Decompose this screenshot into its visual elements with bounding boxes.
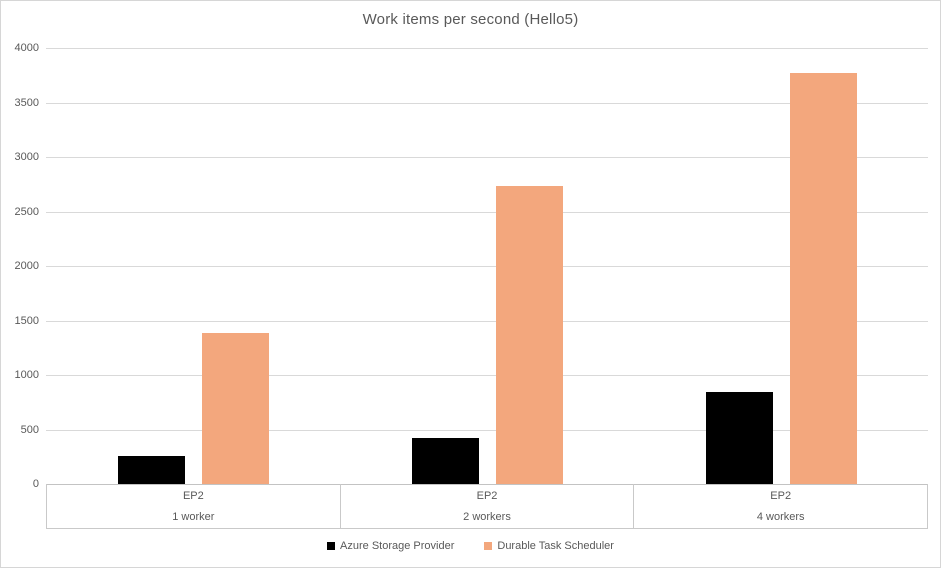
- gridline: [46, 320, 928, 322]
- gridline: [46, 102, 928, 104]
- gridline: [46, 48, 928, 49]
- gridline: [46, 375, 928, 376]
- y-tick-label: 3000: [14, 151, 39, 163]
- y-axis: 0 500 1000 1500 2000 2500 3000 3500 4000: [1, 42, 39, 490]
- y-tick-label: 3500: [14, 96, 39, 109]
- legend-label: Durable Task Scheduler: [497, 540, 614, 552]
- bar-durable-task-scheduler: [789, 73, 857, 484]
- legend-swatch-icon: [327, 542, 336, 550]
- legend-item-azure-storage-provider: Azure Storage Provider: [327, 540, 454, 552]
- legend-label: Azure Storage Provider: [340, 540, 455, 552]
- category-bottom-label: 2 workers: [463, 511, 511, 523]
- y-tick-label: 2500: [14, 205, 39, 218]
- category-cell: EP2 1 worker: [47, 484, 340, 528]
- y-tick-label: 4000: [14, 42, 39, 54]
- category-top-label: EP2: [476, 490, 498, 502]
- y-tick-label: 1500: [14, 314, 39, 327]
- plot-area: [46, 48, 928, 485]
- bar-azure-storage-provider: [411, 438, 479, 484]
- bar-durable-task-scheduler: [201, 332, 269, 484]
- bar-durable-task-scheduler: [495, 186, 563, 484]
- gridline: [46, 157, 928, 158]
- chart-title: Work items per second (Hello5): [362, 11, 579, 28]
- bar-azure-storage-provider: [117, 455, 185, 484]
- y-tick-label: 500: [20, 423, 39, 436]
- gridline: [46, 266, 928, 267]
- x-axis-line: [46, 484, 928, 485]
- category-cell: EP2 4 workers: [633, 484, 927, 528]
- legend: Azure Storage Provider Durable Task Sched…: [1, 540, 940, 552]
- gridline: [46, 429, 928, 431]
- y-tick-label: 2000: [14, 260, 39, 272]
- category-top-label: EP2: [182, 490, 204, 502]
- legend-swatch-icon: [484, 542, 493, 550]
- category-bottom-label: 1 worker: [172, 511, 215, 523]
- legend-item-durable-task-scheduler: Durable Task Scheduler: [484, 540, 614, 552]
- y-tick-label: 0: [32, 478, 39, 490]
- gridline: [46, 211, 928, 213]
- x-axis: EP2 1 worker EP2 2 workers EP2 4 workers: [46, 484, 928, 529]
- bar-azure-storage-provider: [705, 392, 773, 484]
- y-tick-label: 1000: [14, 369, 39, 381]
- category-bottom-label: 4 workers: [756, 511, 805, 523]
- category-top-label: EP2: [770, 490, 792, 502]
- category-cell: EP2 2 workers: [339, 484, 634, 528]
